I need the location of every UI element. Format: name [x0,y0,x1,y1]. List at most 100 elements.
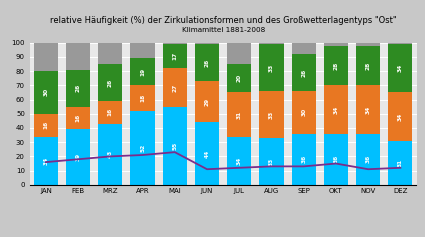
Bar [163,68,187,107]
Text: 43: 43 [108,150,113,158]
Bar [195,44,219,81]
Ost [301,165,306,168]
Text: 26: 26 [301,68,306,77]
Bar [292,54,316,91]
Bar [292,91,316,134]
Bar [388,92,413,141]
Ost [204,168,210,171]
Bar [130,111,155,185]
Title: relative Häufigkeit (%) der Zirkulationsformen und des Großwetterlagentyps "Ost": relative Häufigkeit (%) der Zirkulations… [50,16,397,25]
Text: 26: 26 [76,84,81,92]
Bar [163,44,187,68]
Text: 16: 16 [76,114,81,122]
Text: 34: 34 [334,105,338,114]
Legend: meridional (Süd, Nord, Ost), gemischt, zonal (West), Übergang, Ost: meridional (Süd, Nord, Ost), gemischt, z… [91,235,355,237]
Text: 31: 31 [237,110,242,118]
Ost [333,162,338,165]
Ost [43,161,48,164]
Text: 34: 34 [398,64,403,72]
Text: 31: 31 [398,159,403,167]
Text: 33: 33 [269,110,274,118]
Text: 26: 26 [108,78,113,87]
Text: 26: 26 [204,59,210,67]
Text: 30: 30 [43,88,48,96]
Ost [366,168,371,171]
Bar [388,141,413,185]
Bar [324,43,348,46]
Ost [398,166,403,169]
Ost [76,158,81,161]
Text: Klimamittel 1881-2008: Klimamittel 1881-2008 [181,27,265,33]
Text: 34: 34 [237,157,242,165]
Text: 39: 39 [76,153,81,161]
Bar [195,122,219,185]
Bar [195,81,219,122]
Bar [259,138,283,185]
Bar [66,70,90,107]
Text: 20: 20 [237,74,242,82]
Bar [130,43,155,58]
Bar [66,107,90,129]
Bar [388,43,413,44]
Bar [356,85,380,134]
Bar [34,137,58,185]
Bar [324,134,348,185]
Ost [140,154,145,156]
Bar [227,92,251,137]
Ost [108,155,113,158]
Text: 28: 28 [334,61,338,69]
Bar [324,85,348,134]
Bar [259,43,283,44]
Bar [324,46,348,85]
Text: 36: 36 [301,155,306,163]
Text: 52: 52 [140,144,145,152]
Ost [269,165,274,168]
Bar [98,124,122,185]
Bar [34,71,58,114]
Text: 36: 36 [334,155,338,163]
Bar [259,44,283,91]
Text: 16: 16 [43,121,48,129]
Text: 33: 33 [269,64,274,72]
Bar [34,114,58,137]
Bar [195,43,219,44]
Text: 28: 28 [366,61,371,69]
Bar [259,91,283,138]
Bar [292,43,316,54]
Bar [34,43,58,71]
Text: 27: 27 [172,83,177,91]
Text: 17: 17 [172,52,177,60]
Text: 18: 18 [140,94,145,102]
Bar [66,129,90,185]
Bar [98,64,122,101]
Bar [66,43,90,70]
Text: 19: 19 [140,68,145,76]
Bar [98,43,122,64]
Text: 44: 44 [204,150,210,158]
Bar [130,85,155,111]
Ost [172,151,177,154]
Bar [227,137,251,185]
Text: 36: 36 [366,155,371,163]
Bar [388,44,413,92]
Bar [163,43,187,44]
Text: 30: 30 [301,108,306,116]
Text: 34: 34 [43,157,48,165]
Line: Ost: Ost [46,152,400,169]
Bar [130,58,155,85]
Text: 33: 33 [269,157,274,165]
Bar [292,134,316,185]
Bar [356,134,380,185]
Bar [98,101,122,124]
Bar [163,107,187,185]
Ost [237,166,242,169]
Text: 55: 55 [172,142,177,150]
Bar [227,43,251,64]
Text: 16: 16 [108,108,113,116]
Text: 34: 34 [398,113,403,121]
Text: 29: 29 [204,98,210,106]
Bar [356,43,380,46]
Bar [227,64,251,92]
Text: 34: 34 [366,105,371,114]
Bar [356,46,380,85]
